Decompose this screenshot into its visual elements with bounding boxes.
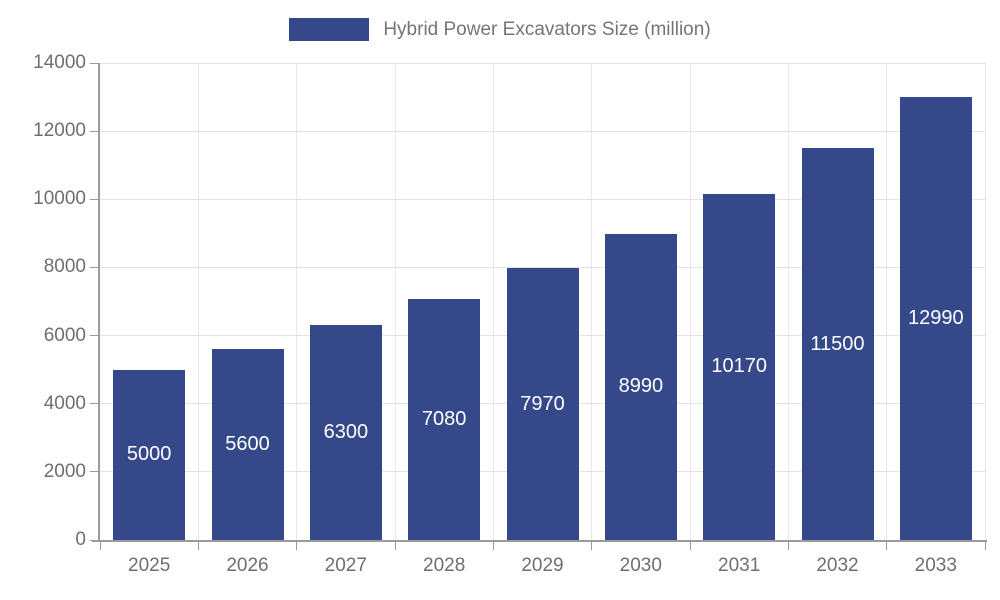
x-tick-label: 2029 (521, 555, 564, 576)
bar[interactable]: 5600 (211, 349, 284, 540)
legend-swatch (289, 18, 370, 41)
bar[interactable]: 10170 (703, 193, 776, 540)
x-tick-label: 2028 (423, 555, 466, 576)
v-gridline (689, 63, 691, 540)
plot-area: 5000 5600 6300 7080 7970 8990 10170 11500 12990 (90, 62, 987, 550)
h-gridline (100, 198, 985, 200)
y-tick-mark (90, 266, 98, 268)
y-tick-mark (90, 539, 98, 541)
y-tick-label: 0 (75, 529, 86, 550)
bar-value-label: 8990 (618, 375, 664, 398)
y-tick-label: 4000 (43, 392, 86, 414)
x-tick-mark (197, 542, 199, 550)
legend: Hybrid Power Excavators Size (million) (0, 18, 1000, 41)
x-tick-mark (591, 542, 593, 550)
v-gridline (886, 63, 888, 540)
x-tick-mark (787, 542, 789, 550)
x-tick-label: 2025 (128, 555, 171, 576)
x-tick-label: 2033 (914, 555, 957, 576)
h-gridline (100, 62, 985, 64)
h-gridline (100, 266, 985, 268)
y-tick-mark (90, 62, 98, 64)
x-tick-mark (984, 542, 986, 550)
v-gridline (296, 63, 298, 540)
x-tick-label: 2032 (816, 555, 859, 576)
v-gridline (492, 63, 494, 540)
x-axis-line (92, 540, 987, 542)
v-gridline (984, 63, 986, 540)
x-tick-mark (296, 542, 298, 550)
y-tick-label: 2000 (43, 460, 86, 482)
bar-value-label: 5600 (225, 433, 270, 456)
x-tick-mark (886, 542, 888, 550)
bar-value-label: 7970 (520, 392, 565, 415)
y-tick-label: 14000 (33, 52, 86, 73)
bar[interactable]: 8990 (604, 233, 677, 540)
x-tick-mark (689, 542, 691, 550)
bar-value-label: 11500 (810, 332, 865, 355)
bar-value-label: 7080 (421, 407, 467, 430)
bar[interactable]: 7080 (408, 298, 481, 540)
x-tick-mark (394, 542, 396, 550)
x-tick-label: 2026 (226, 555, 269, 576)
y-tick-label: 10000 (33, 188, 86, 210)
v-gridline (197, 63, 199, 540)
y-tick-label: 6000 (43, 324, 86, 346)
y-tick-mark (90, 471, 98, 473)
v-gridline (787, 63, 789, 540)
bar-value-label: 6300 (323, 421, 369, 444)
x-tick-label: 2031 (718, 555, 761, 576)
bar[interactable]: 12990 (899, 97, 972, 540)
bar[interactable]: 5000 (113, 369, 186, 540)
bar-value-label: 10170 (711, 355, 767, 378)
x-tick-mark (99, 542, 101, 550)
v-gridline (591, 63, 593, 540)
y-tick-mark (90, 130, 98, 132)
v-gridline (394, 63, 396, 540)
y-tick-label: 12000 (33, 120, 86, 142)
bar[interactable]: 7970 (506, 268, 579, 540)
legend-label: Hybrid Power Excavators Size (million) (383, 19, 711, 40)
bar[interactable]: 11500 (801, 148, 874, 540)
bar-value-label: 12990 (908, 307, 964, 330)
y-axis-line (98, 63, 100, 542)
y-tick-mark (90, 335, 98, 337)
bar-value-label: 5000 (126, 443, 172, 466)
x-tick-label: 2030 (619, 555, 662, 576)
y-tick-mark (90, 198, 98, 200)
y-tick-mark (90, 403, 98, 405)
bar[interactable]: 6300 (309, 325, 382, 540)
x-tick-label: 2027 (324, 555, 367, 576)
x-tick-mark (492, 542, 494, 550)
legend-item[interactable]: Hybrid Power Excavators Size (million) (289, 18, 711, 41)
y-tick-label: 8000 (43, 256, 86, 278)
h-gridline (100, 130, 985, 132)
